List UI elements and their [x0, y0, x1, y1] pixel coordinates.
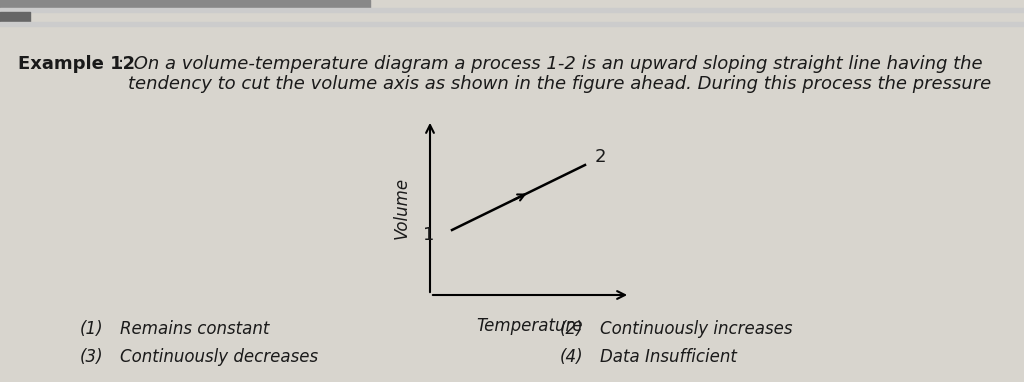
Text: Continuously increases: Continuously increases — [600, 320, 793, 338]
Text: Volume: Volume — [393, 176, 411, 239]
Text: (2): (2) — [560, 320, 584, 338]
Text: On a volume-temperature diagram a process 1-2 is an upward sloping straight line: On a volume-temperature diagram a proces… — [128, 55, 983, 73]
Text: Remains constant: Remains constant — [120, 320, 269, 338]
Text: (4): (4) — [560, 348, 584, 366]
Text: 1: 1 — [423, 226, 434, 244]
Text: tendency to cut the volume axis as shown in the figure ahead. During this proces: tendency to cut the volume axis as shown… — [128, 75, 991, 93]
Text: Data Insufficient: Data Insufficient — [600, 348, 737, 366]
Text: (3): (3) — [80, 348, 103, 366]
Text: (1): (1) — [80, 320, 103, 338]
Text: :: : — [118, 55, 124, 73]
Text: Example 12: Example 12 — [18, 55, 135, 73]
Text: Continuously decreases: Continuously decreases — [120, 348, 318, 366]
Text: 2: 2 — [595, 148, 606, 166]
Text: Temperature: Temperature — [477, 317, 584, 335]
